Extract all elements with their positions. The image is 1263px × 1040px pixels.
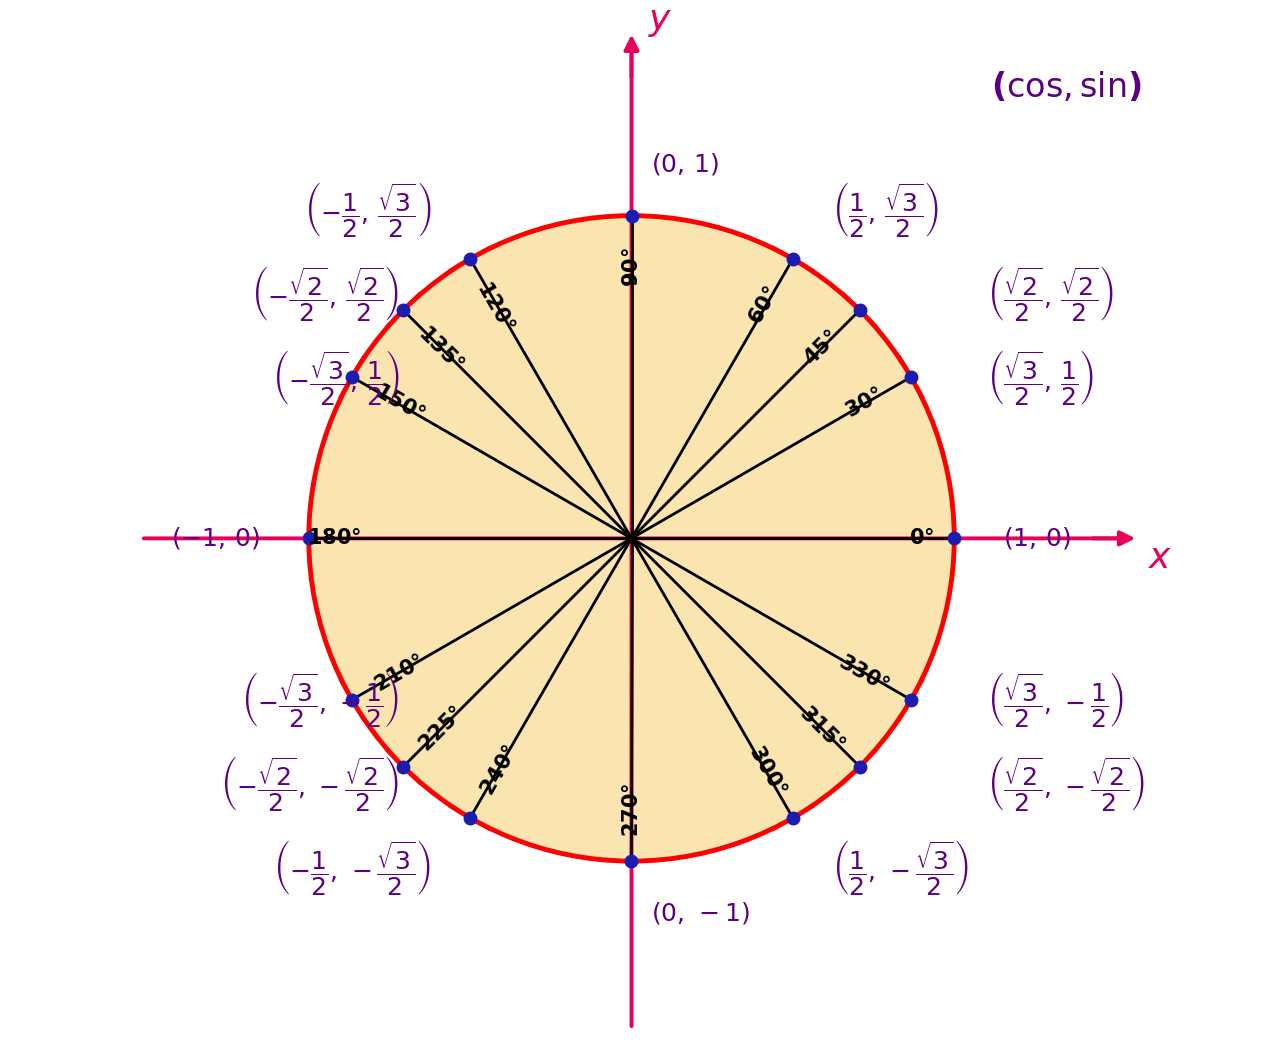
Text: $\left(\dfrac{\sqrt{2}}{2},\,\dfrac{\sqrt{2}}{2}\right)$: $\left(\dfrac{\sqrt{2}}{2},\,\dfrac{\sqr… (986, 263, 1114, 322)
Text: $\mathbf{210°}$: $\mathbf{210°}$ (370, 652, 428, 696)
Text: $\mathbf{0°}$: $\mathbf{0°}$ (909, 528, 935, 548)
Text: $\mathbf{45°}$: $\mathbf{45°}$ (801, 327, 842, 369)
Text: $\left(0,\,-1\right)$: $\left(0,\,-1\right)$ (650, 900, 750, 926)
Text: $\left(\dfrac{1}{2},\,\dfrac{\sqrt{3}}{2}\right)$: $\left(\dfrac{1}{2},\,\dfrac{\sqrt{3}}{2… (831, 180, 938, 239)
Text: $\left(-\dfrac{1}{2},\,-\dfrac{\sqrt{3}}{2}\right)$: $\left(-\dfrac{1}{2},\,-\dfrac{\sqrt{3}}… (273, 838, 432, 898)
Text: $\mathbf{90°}$: $\mathbf{90°}$ (621, 248, 642, 287)
Text: $\left(-\dfrac{\sqrt{2}}{2},\,\dfrac{\sqrt{2}}{2}\right)$: $\left(-\dfrac{\sqrt{2}}{2},\,\dfrac{\sq… (251, 263, 399, 322)
Text: $\boldsymbol{(\mathrm{cos},\mathrm{sin})}$: $\boldsymbol{(\mathrm{cos},\mathrm{sin})… (990, 71, 1142, 104)
Text: $\mathbf{135°}$: $\mathbf{135°}$ (416, 321, 467, 374)
Text: $\mathbf{330°}$: $\mathbf{330°}$ (835, 652, 893, 696)
Text: $\left(-1,\,0\right)$: $\left(-1,\,0\right)$ (172, 525, 260, 551)
Text: $\mathbf{315°}$: $\mathbf{315°}$ (796, 702, 847, 755)
Text: $\left(\dfrac{\sqrt{2}}{2},\,-\dfrac{\sqrt{2}}{2}\right)$: $\left(\dfrac{\sqrt{2}}{2},\,-\dfrac{\sq… (986, 754, 1144, 813)
Text: $\left(-\dfrac{\sqrt{3}}{2},\,-\dfrac{1}{2}\right)$: $\left(-\dfrac{\sqrt{3}}{2},\,-\dfrac{1}… (241, 670, 399, 729)
Text: $\mathbf{270°}$: $\mathbf{270°}$ (621, 782, 642, 836)
Text: $\left(\dfrac{\sqrt{3}}{2},\,\dfrac{1}{2}\right)$: $\left(\dfrac{\sqrt{3}}{2},\,\dfrac{1}{2… (986, 347, 1092, 407)
Text: $\left(\dfrac{\sqrt{3}}{2},\,-\dfrac{1}{2}\right)$: $\left(\dfrac{\sqrt{3}}{2},\,-\dfrac{1}{… (986, 670, 1124, 729)
Circle shape (308, 215, 955, 861)
Text: $\mathbf{240°}$: $\mathbf{240°}$ (477, 743, 522, 800)
Text: $\mathbf{60°}$: $\mathbf{60°}$ (745, 284, 782, 329)
Text: $\mathit{x}$: $\mathit{x}$ (1148, 541, 1172, 575)
Text: $\left(\dfrac{1}{2},\,-\dfrac{\sqrt{3}}{2}\right)$: $\left(\dfrac{1}{2},\,-\dfrac{\sqrt{3}}{… (831, 838, 969, 898)
Text: $\left(-\dfrac{\sqrt{2}}{2},\,-\dfrac{\sqrt{2}}{2}\right)$: $\left(-\dfrac{\sqrt{2}}{2},\,-\dfrac{\s… (220, 754, 399, 813)
Text: $\left(-\dfrac{1}{2},\,\dfrac{\sqrt{3}}{2}\right)$: $\left(-\dfrac{1}{2},\,\dfrac{\sqrt{3}}{… (304, 180, 432, 239)
Text: $\mathbf{120°}$: $\mathbf{120°}$ (474, 278, 518, 335)
Text: $\left(1,\,0\right)$: $\left(1,\,0\right)$ (1003, 525, 1071, 551)
Text: $\left(0,\,1\right)$: $\left(0,\,1\right)$ (650, 151, 719, 177)
Text: $\mathit{y}$: $\mathit{y}$ (648, 5, 672, 40)
Text: $\left(-\dfrac{\sqrt{3}}{2},\,\dfrac{1}{2}\right)$: $\left(-\dfrac{\sqrt{3}}{2},\,\dfrac{1}{… (272, 347, 399, 407)
Text: $\mathbf{30°}$: $\mathbf{30°}$ (841, 384, 887, 421)
Text: $\mathbf{180°}$: $\mathbf{180°}$ (307, 528, 361, 548)
Text: $\mathbf{300°}$: $\mathbf{300°}$ (745, 743, 789, 800)
Text: $\mathbf{150°}$: $\mathbf{150°}$ (370, 381, 428, 425)
Text: $\mathbf{225°}$: $\mathbf{225°}$ (416, 702, 467, 755)
